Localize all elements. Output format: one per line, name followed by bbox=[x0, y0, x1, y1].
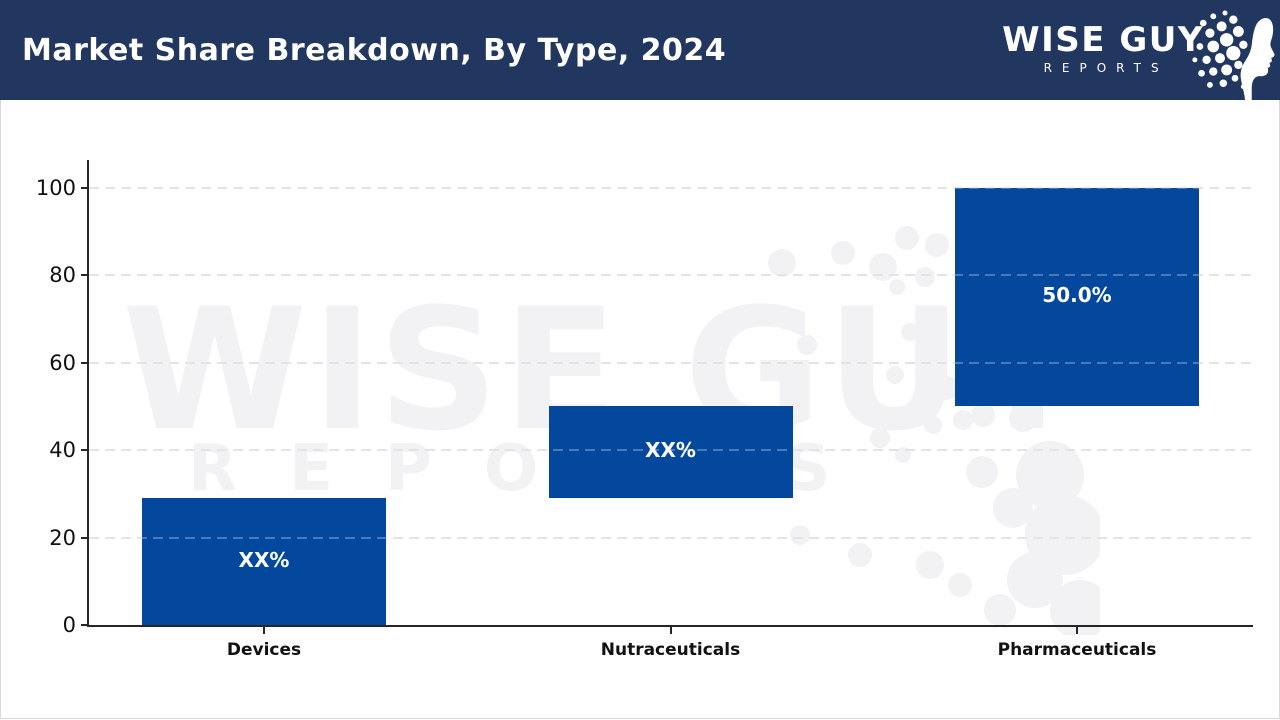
y-tick-label: 0 bbox=[62, 613, 76, 637]
category-label-pharmaceuticals: Pharmaceuticals bbox=[997, 640, 1157, 660]
logo-subtitle: REPORTS bbox=[1043, 61, 1169, 75]
category-label-devices: Devices bbox=[226, 640, 302, 660]
y-tick-mark bbox=[81, 624, 88, 626]
category-label-nutraceuticals: Nutraceuticals bbox=[600, 640, 741, 660]
y-tick-label: 20 bbox=[49, 525, 76, 550]
gridline-overlay bbox=[89, 274, 1253, 276]
bar-devices bbox=[142, 498, 386, 625]
y-tick-label: 80 bbox=[49, 263, 76, 287]
gridline bbox=[89, 186, 1253, 189]
bar-nutraceuticals bbox=[548, 406, 793, 499]
bar-value-label: 50.0% bbox=[1042, 282, 1112, 307]
x-tick-mark bbox=[669, 627, 672, 634]
logo-face-icon bbox=[1192, 10, 1275, 100]
y-tick-label: 60 bbox=[49, 350, 76, 375]
bar-pharmaceuticals bbox=[955, 187, 1199, 407]
y-tick-label: 40 bbox=[49, 438, 76, 462]
y-tick-mark bbox=[81, 186, 88, 189]
gridline-overlay bbox=[89, 536, 1253, 539]
gridline bbox=[89, 274, 1253, 276]
gridline bbox=[89, 361, 1253, 364]
gridline-overlay bbox=[89, 186, 1253, 189]
bar-value-label: XX% bbox=[645, 438, 696, 463]
logo-wordmark: WISE GUY bbox=[1002, 20, 1204, 60]
gridline-overlay bbox=[89, 449, 1253, 451]
y-tick-mark bbox=[81, 536, 88, 539]
y-axis-line bbox=[87, 160, 89, 627]
y-tick-label: 100 bbox=[35, 175, 76, 200]
logo-text: WISE GUY REPORTS bbox=[1002, 22, 1204, 75]
wise-guy-logo: WISE GUY REPORTS bbox=[1000, 6, 1275, 100]
x-tick-mark bbox=[1076, 627, 1078, 634]
y-tick-mark bbox=[81, 274, 88, 276]
y-tick-mark bbox=[81, 361, 88, 364]
gridline-overlay bbox=[89, 361, 1253, 364]
header-band: Market Share Breakdown, By Type, 2024 WI… bbox=[0, 0, 1280, 100]
chart-title: Market Share Breakdown, By Type, 2024 bbox=[22, 33, 727, 68]
y-tick-mark bbox=[81, 449, 88, 451]
gridline bbox=[89, 536, 1253, 539]
x-axis-line bbox=[87, 625, 1253, 627]
x-tick-mark bbox=[263, 627, 265, 634]
bar-value-label: XX% bbox=[238, 547, 290, 572]
